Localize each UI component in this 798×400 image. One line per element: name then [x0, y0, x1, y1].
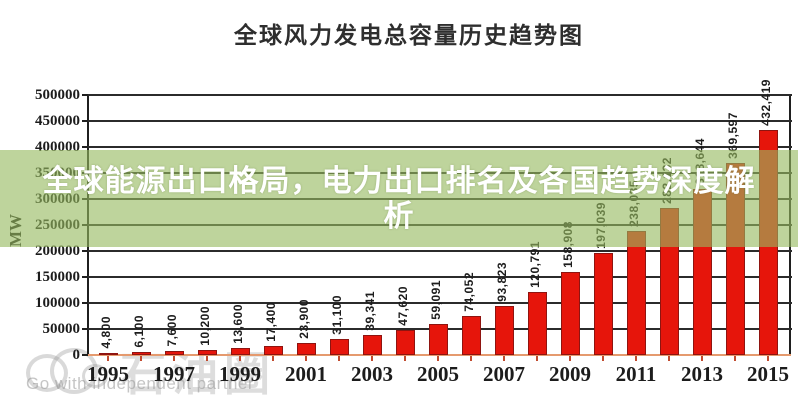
bar-value-label: 10,200: [198, 306, 212, 346]
watermark-ring-icon: [82, 364, 108, 388]
gridline: [88, 146, 792, 148]
bar: [362, 335, 382, 355]
bar-value-label: 93,823: [495, 262, 509, 302]
bar: [560, 272, 580, 355]
y-axis-tick-label: 0: [72, 347, 81, 363]
bar: [593, 253, 613, 355]
bar: [98, 353, 118, 355]
y-axis-tick-mark: [82, 276, 88, 278]
bar-value-label: 17,400: [264, 302, 278, 342]
x-axis-tick-label: 1997: [153, 362, 195, 386]
x-axis-tick-mark: [305, 356, 307, 361]
x-axis-tick-mark: [767, 356, 769, 361]
gridline: [88, 276, 792, 278]
watermark-brand-text: 石油圈: [120, 348, 276, 400]
y-axis-tick-mark: [82, 120, 88, 122]
bar-value-label: 7,600: [165, 314, 179, 347]
bar: [329, 339, 349, 355]
bar: [527, 292, 547, 355]
x-axis-tick-mark: [734, 356, 736, 361]
x-axis-tick-mark: [437, 356, 439, 361]
headline-overlay-banner: 全球能源出口格局，电力出口排名及各国趋势深度解 析: [0, 150, 798, 247]
x-axis-tick-label: 2013: [681, 362, 723, 386]
bar-value-label: 4,800: [99, 316, 113, 349]
y-axis-tick-label: 450000: [35, 113, 80, 129]
bar: [230, 348, 250, 355]
bar-value-label: 59,091: [429, 280, 443, 320]
x-axis-tick-mark: [503, 356, 505, 361]
x-axis-tick-label: 2011: [615, 362, 657, 386]
bar: [428, 324, 448, 355]
headline-line-1: 全球能源出口格局，电力出口排名及各国趋势深度解: [42, 164, 756, 198]
x-axis-tick-mark: [239, 356, 241, 361]
x-axis-tick-mark: [206, 356, 208, 361]
bar: [164, 351, 184, 355]
x-axis-tick-mark: [635, 356, 637, 361]
x-axis-tick-label: 2007: [483, 362, 525, 386]
x-axis-tick-label: 2005: [417, 362, 459, 386]
y-axis-tick-mark: [82, 250, 88, 252]
bar-value-label: 13,600: [231, 304, 245, 344]
x-axis-tick-mark: [338, 356, 340, 361]
bar-value-label: 6,100: [132, 315, 146, 348]
x-axis-tick-mark: [536, 356, 538, 361]
x-axis-tick-label: 2015: [747, 362, 789, 386]
x-axis-tick-mark: [602, 356, 604, 361]
y-axis-tick-label: 200000: [35, 243, 80, 259]
y-axis-tick-mark: [82, 354, 88, 356]
bar-value-label: 74,052: [462, 272, 476, 312]
gridline: [88, 250, 792, 252]
bar: [494, 306, 514, 355]
x-axis-tick-mark: [140, 356, 142, 361]
watermark-slogan-text: Go with independent partner: [26, 374, 255, 393]
x-axis-tick-label: 1999: [219, 362, 261, 386]
y-axis-tick-label: 500000: [35, 87, 80, 103]
bar: [131, 352, 151, 355]
y-axis-tick-mark: [82, 146, 88, 148]
x-axis-tick-label: 2009: [549, 362, 591, 386]
y-axis-tick-mark: [82, 302, 88, 304]
x-axis-tick-mark: [569, 356, 571, 361]
x-axis-tick-label: 2001: [285, 362, 327, 386]
x-axis-line: [88, 354, 791, 356]
bar-value-label: 432,419: [759, 79, 773, 126]
y-axis-tick-label: 100000: [35, 295, 80, 311]
bar-value-label: 120,791: [528, 241, 542, 288]
headline-line-2: 析: [383, 199, 415, 233]
bar: [461, 316, 481, 355]
x-axis-tick-mark: [173, 356, 175, 361]
gridline: [88, 302, 792, 304]
y-axis-tick-mark: [82, 328, 88, 330]
bar-value-label: 47,620: [396, 286, 410, 326]
x-axis-tick-mark: [470, 356, 472, 361]
x-axis-tick-label: 2003: [351, 362, 393, 386]
bar-value-label: 39,341: [363, 291, 377, 331]
bar: [395, 330, 415, 355]
y-axis-tick-label: 50000: [42, 321, 81, 337]
x-axis-tick-label: 1995: [87, 362, 129, 386]
bar: [626, 231, 646, 355]
bar: [197, 350, 217, 355]
x-axis-tick-mark: [371, 356, 373, 361]
x-axis-tick-mark: [404, 356, 406, 361]
gridline: [88, 94, 792, 96]
watermark-logo-icon: [26, 348, 116, 394]
chart-title: 全球风力发电总容量历史趋势图: [234, 22, 584, 48]
x-axis-tick-mark: [272, 356, 274, 361]
y-axis-tick-label: 150000: [35, 269, 80, 285]
bar: [296, 343, 316, 355]
gridline: [88, 120, 792, 122]
bar-value-label: 23,900: [297, 299, 311, 339]
x-axis-tick-mark: [107, 356, 109, 361]
y-axis-tick-mark: [82, 94, 88, 96]
bar: [263, 346, 283, 355]
x-axis-tick-mark: [668, 356, 670, 361]
x-axis-tick-mark: [701, 356, 703, 361]
bar-value-label: 31,100: [330, 295, 344, 335]
